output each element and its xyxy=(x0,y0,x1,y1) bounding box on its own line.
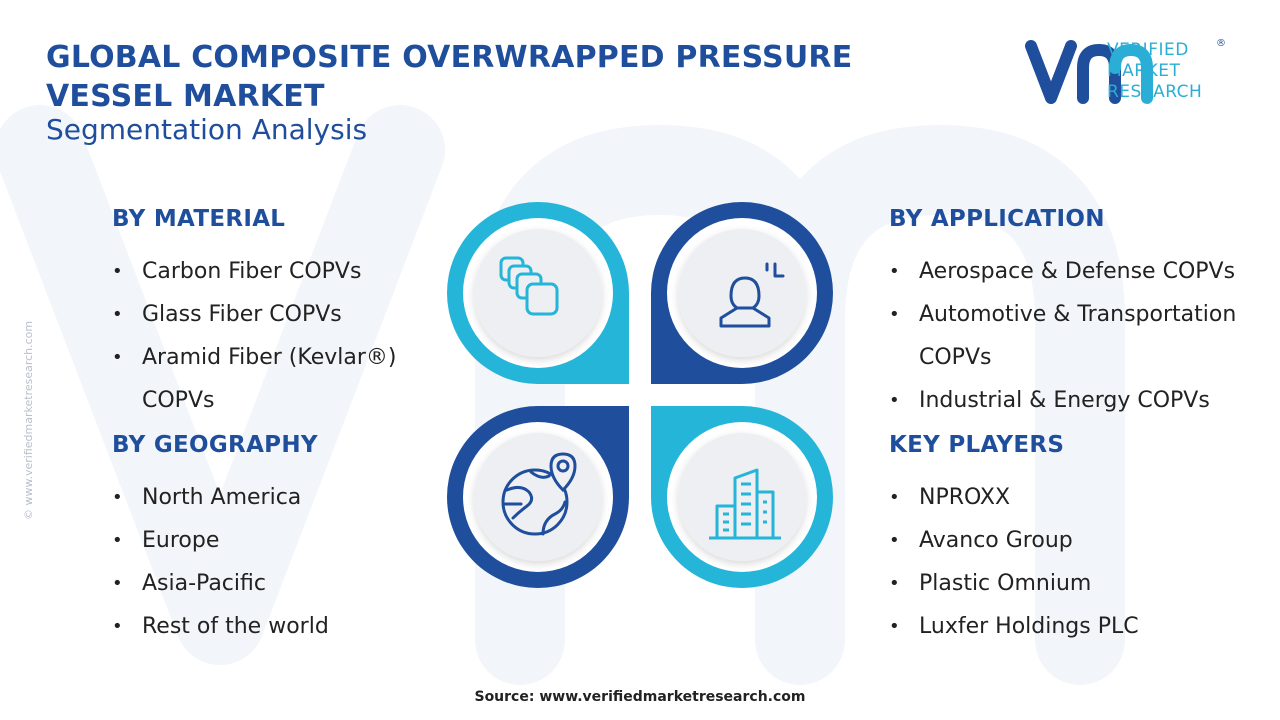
list-item: Glass Fiber COPVs xyxy=(112,293,432,336)
segment-heading-material: BY MATERIAL xyxy=(112,206,286,232)
source-footer: Source: www.verifiedmarketresearch.com xyxy=(474,689,806,705)
layered-cards-icon xyxy=(499,256,559,316)
segment-petal-graphic xyxy=(447,202,833,588)
list-item: Avanco Group xyxy=(889,519,1279,562)
logo-line-verified: VERIFIED xyxy=(1107,40,1189,60)
globe-location-icon xyxy=(501,452,577,536)
logo-line-research: RESEARCH xyxy=(1107,82,1203,102)
city-buildings-icon xyxy=(709,468,781,540)
list-item: Industrial & Energy COPVs xyxy=(889,379,1279,422)
page-title: GLOBAL COMPOSITE OVERWRAPPED PRESSURE VE… xyxy=(46,38,852,116)
petal-top-right xyxy=(651,202,833,384)
list-item: Luxfer Holdings PLC xyxy=(889,605,1279,648)
list-item: North America xyxy=(112,476,432,519)
list-item: Carbon Fiber COPVs xyxy=(112,250,432,293)
registered-mark: ® xyxy=(1216,38,1226,49)
segment-application: BY APPLICATION Aerospace & Defense COPVs… xyxy=(889,206,1279,422)
geography-list: North America Europe Asia-Pacific Rest o… xyxy=(112,476,432,648)
segment-material: BY MATERIAL Carbon Fiber COPVs Glass Fib… xyxy=(112,206,432,422)
application-list: Aerospace & Defense COPVs Automotive & T… xyxy=(889,250,1279,422)
list-item: Rest of the world xyxy=(112,605,432,648)
side-credit-text: © www.verifiedmarketresearch.com xyxy=(22,320,35,520)
list-item: Europe xyxy=(112,519,432,562)
list-item: NPROXX xyxy=(889,476,1279,519)
vmr-logo-text: VERIFIED MARKET RESEARCH xyxy=(1107,40,1202,103)
list-item-continuation: COPVs xyxy=(919,345,992,370)
logo-line-market: MARKET xyxy=(1107,61,1181,81)
page-subtitle: Segmentation Analysis xyxy=(46,113,368,146)
title-line-1: GLOBAL COMPOSITE OVERWRAPPED PRESSURE xyxy=(46,40,853,75)
list-item: Aramid Fiber (Kevlar®) xyxy=(112,336,432,379)
list-item-continuation: COPVs xyxy=(142,388,215,413)
person-presentation-icon xyxy=(719,262,785,328)
list-item: Plastic Omnium xyxy=(889,562,1279,605)
title-line-2: VESSEL MARKET xyxy=(46,79,325,114)
segment-heading-geography: BY GEOGRAPHY xyxy=(112,432,318,458)
petal-bottom-right xyxy=(651,406,833,588)
segment-geography: BY GEOGRAPHY North America Europe Asia-P… xyxy=(112,432,432,648)
vmr-logo-mark xyxy=(1025,40,1153,104)
list-item: Asia-Pacific xyxy=(112,562,432,605)
segment-key-players: KEY PLAYERS NPROXX Avanco Group Plastic … xyxy=(889,432,1279,648)
list-item: Aerospace & Defense COPVs xyxy=(889,250,1279,293)
key-players-list: NPROXX Avanco Group Plastic Omnium Luxfe… xyxy=(889,476,1279,648)
list-item: Automotive & Transportation xyxy=(889,293,1279,336)
segment-heading-key-players: KEY PLAYERS xyxy=(889,432,1065,458)
material-list: Carbon Fiber COPVs Glass Fiber COPVs Ara… xyxy=(112,250,432,422)
petal-bottom-left xyxy=(447,406,629,588)
segment-heading-application: BY APPLICATION xyxy=(889,206,1105,232)
